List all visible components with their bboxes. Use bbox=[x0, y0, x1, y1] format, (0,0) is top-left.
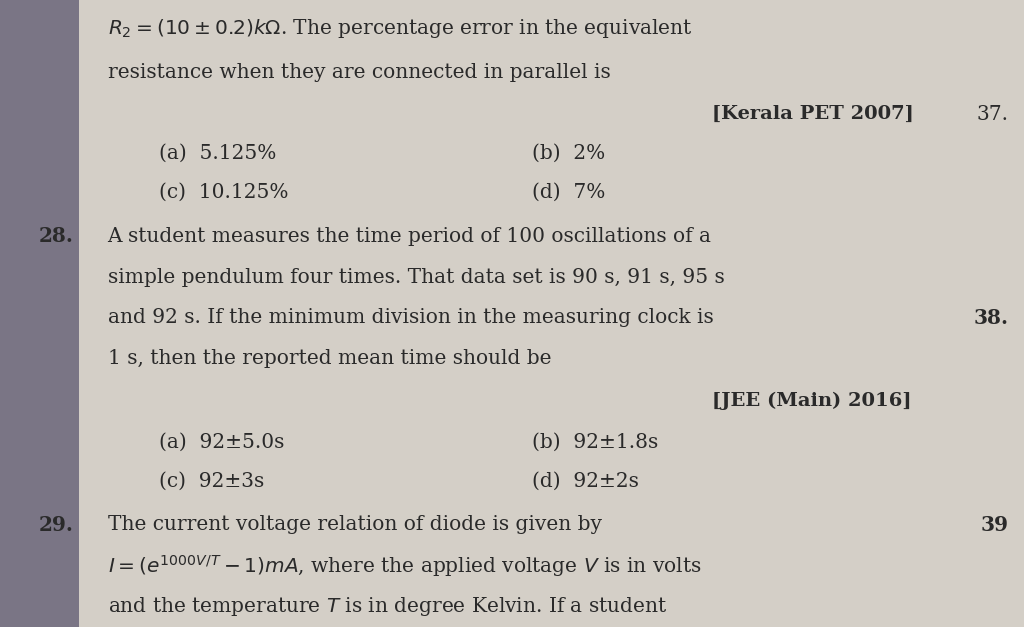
Text: (c)  10.125%: (c) 10.125% bbox=[159, 183, 288, 202]
Text: (c)  92±3s: (c) 92±3s bbox=[159, 472, 264, 490]
Text: A student measures the time period of 100 oscillations of a: A student measures the time period of 10… bbox=[108, 227, 712, 246]
FancyBboxPatch shape bbox=[0, 0, 79, 627]
Text: 38.: 38. bbox=[974, 308, 1009, 328]
Text: 29.: 29. bbox=[39, 515, 74, 535]
Text: 37.: 37. bbox=[977, 105, 1009, 124]
Text: [Kerala PET 2007]: [Kerala PET 2007] bbox=[712, 105, 913, 123]
Text: (b)  2%: (b) 2% bbox=[532, 144, 606, 163]
Text: simple pendulum four times. That data set is 90 s, 91 s, 95 s: simple pendulum four times. That data se… bbox=[108, 268, 724, 287]
Text: resistance when they are connected in parallel is: resistance when they are connected in pa… bbox=[108, 63, 610, 82]
Text: 28.: 28. bbox=[39, 226, 74, 246]
Text: and the temperature $T$ is in degree Kelvin. If a student: and the temperature $T$ is in degree Kel… bbox=[108, 595, 667, 618]
Text: $I = (e^{1000V/T} - 1)mA$, where the applied voltage $V$ is in volts: $I = (e^{1000V/T} - 1)mA$, where the app… bbox=[108, 552, 701, 579]
Text: 1 s, then the reported mean time should be: 1 s, then the reported mean time should … bbox=[108, 349, 551, 368]
Text: 39: 39 bbox=[981, 515, 1009, 535]
Text: (b)  92±1.8s: (b) 92±1.8s bbox=[532, 433, 658, 451]
Text: (a)  5.125%: (a) 5.125% bbox=[159, 144, 276, 163]
Text: (a)  92±5.0s: (a) 92±5.0s bbox=[159, 433, 284, 451]
Text: (d)  7%: (d) 7% bbox=[532, 183, 606, 202]
Text: and 92 s. If the minimum division in the measuring clock is: and 92 s. If the minimum division in the… bbox=[108, 308, 714, 327]
Text: [JEE (Main) 2016]: [JEE (Main) 2016] bbox=[712, 392, 911, 411]
Text: $R_2 = (10 \pm 0.2)k\Omega$. The percentage error in the equivalent: $R_2 = (10 \pm 0.2)k\Omega$. The percent… bbox=[108, 17, 692, 40]
Text: The current voltage relation of diode is given by: The current voltage relation of diode is… bbox=[108, 515, 601, 534]
Text: (d)  92±2s: (d) 92±2s bbox=[532, 472, 639, 490]
